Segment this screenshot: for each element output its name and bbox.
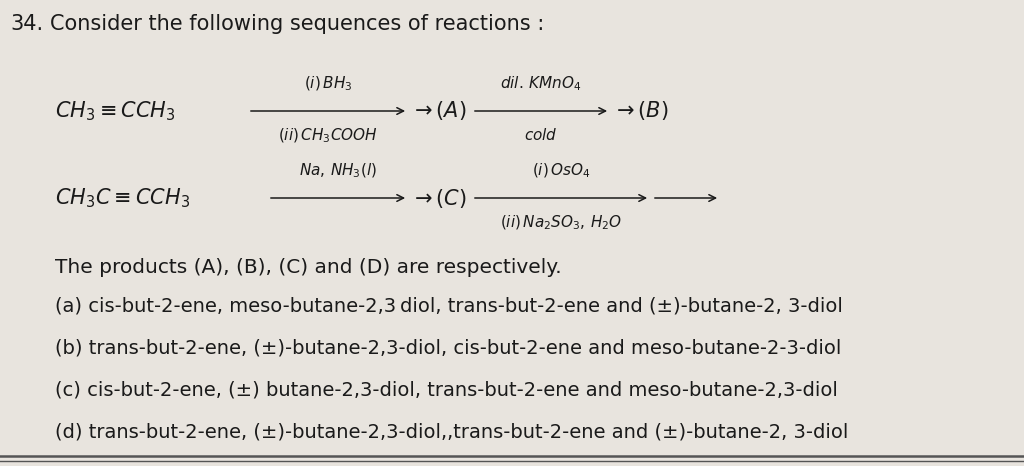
Text: $(ii)\,Na_2SO_3,\,H_2O$: $(ii)\,Na_2SO_3,\,H_2O$ <box>500 214 623 233</box>
Text: (c) cis-but-2-ene, (±) butane-2,3-diol, trans-but-2-ene and meso-butane-2,3-diol: (c) cis-but-2-ene, (±) butane-2,3-diol, … <box>55 380 838 399</box>
Text: $\mathit{CH_3} \equiv \mathit{CCH_3}$: $\mathit{CH_3} \equiv \mathit{CCH_3}$ <box>55 99 176 123</box>
Text: $(i)\,BH_3$: $(i)\,BH_3$ <box>304 75 352 93</box>
Text: The products (A), (B), (C) and (D) are respectively.: The products (A), (B), (C) and (D) are r… <box>55 258 561 277</box>
Text: $cold$: $cold$ <box>524 127 558 143</box>
Text: $\rightarrow(C)$: $\rightarrow(C)$ <box>410 186 467 210</box>
Text: (a) cis-but-2-ene, meso-butane-2,3 diol, trans-but-2-ene and (±)-butane-2, 3-dio: (a) cis-but-2-ene, meso-butane-2,3 diol,… <box>55 296 843 315</box>
Text: Consider the following sequences of reactions :: Consider the following sequences of reac… <box>50 14 544 34</box>
Text: (b) trans-but-2-ene, (±)-butane-2,3-diol, cis-but-2-ene and meso-butane-2-3-diol: (b) trans-but-2-ene, (±)-butane-2,3-diol… <box>55 338 842 357</box>
Text: 34.: 34. <box>10 14 43 34</box>
Text: $(i)\,OsO_4$: $(i)\,OsO_4$ <box>531 162 591 180</box>
Text: $(ii)\,CH_3COOH$: $(ii)\,CH_3COOH$ <box>279 127 378 145</box>
Text: $\mathit{CH_3C} \equiv \mathit{CCH_3}$: $\mathit{CH_3C} \equiv \mathit{CCH_3}$ <box>55 186 190 210</box>
Text: (d) trans-but-2-ene, (±)-butane-2,3-diol,,trans-but-2-ene and (±)-butane-2, 3-di: (d) trans-but-2-ene, (±)-butane-2,3-diol… <box>55 422 848 441</box>
Text: $\rightarrow(B)$: $\rightarrow(B)$ <box>612 100 669 123</box>
Text: $\rightarrow(A)$: $\rightarrow(A)$ <box>410 100 466 123</box>
Text: $dil.\,KMnO_4$: $dil.\,KMnO_4$ <box>501 74 582 93</box>
Text: $Na,\,NH_3(l)$: $Na,\,NH_3(l)$ <box>299 162 377 180</box>
